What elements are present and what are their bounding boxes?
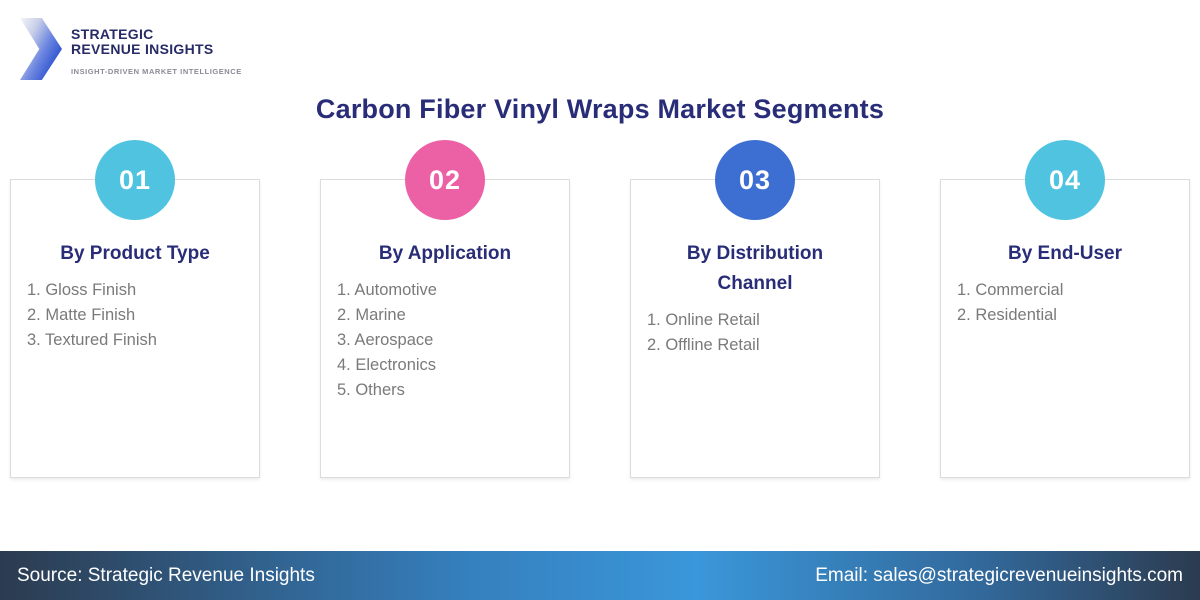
card-items-list: 1. Commercial 2. Residential — [941, 278, 1189, 328]
card-item: 2. Residential — [957, 306, 1057, 324]
cards-row: 01 By Product Type 1. Gloss Finish 2. Mat… — [10, 140, 1190, 478]
card-number-badge: 02 — [405, 140, 485, 220]
card-item: 5. Others — [337, 381, 405, 399]
card-item: 1. Online Retail — [647, 311, 760, 329]
logo-tagline: INSIGHT-DRIVEN MARKET INTELLIGENCE — [71, 67, 242, 76]
card-item: 1. Automotive — [337, 281, 437, 299]
card-heading: By End-User — [1007, 243, 1123, 264]
logo: STRATEGIC REVENUE INSIGHTS INSIGHT-DRIVE… — [20, 18, 242, 80]
card-item: 4. Electronics — [337, 356, 437, 374]
logo-line-2: REVENUE INSIGHTS — [71, 40, 214, 57]
chevron-logo-icon — [20, 18, 62, 80]
card-items-list: 1. Online Retail 2. Offline Retail — [631, 308, 879, 358]
card-items-list: 1. Gloss Finish 2. Matte Finish 3. Texture… — [11, 278, 259, 353]
card-number-badge: 01 — [95, 140, 175, 220]
card-item: 3. Aerospace — [337, 331, 434, 349]
card-items-list: 1. Automotive 2. Marine 3. Aerospace 4. Ele… — [321, 278, 569, 403]
page-title: Carbon Fiber Vinyl Wraps Market Segments — [315, 94, 885, 124]
card-number-badge: 03 — [715, 140, 795, 220]
card-item: 1. Gloss Finish — [27, 281, 137, 299]
segment-card: 02 By Application 1. Automotive 2. Marine… — [320, 140, 570, 478]
segment-card: 01 By Product Type 1. Gloss Finish 2. Mat… — [10, 140, 260, 478]
segment-card: 03 By Distribution Channel 1. Online Ret… — [630, 140, 880, 478]
footer-bar: Source: Strategic Revenue Insights Email… — [0, 551, 1200, 600]
card-heading: By Distribution Channel — [686, 243, 824, 294]
logo-line-1: STRATEGIC — [71, 26, 154, 42]
footer-source-text: Source: Strategic Revenue Insights — [17, 564, 315, 586]
logo-text: STRATEGIC REVENUE INSIGHTS INSIGHT-DRIVE… — [71, 18, 242, 80]
card-item: 3. Textured Finish — [27, 331, 157, 349]
card-item: 2. Marine — [337, 306, 406, 324]
card-item: 2. Offline Retail — [647, 336, 760, 354]
card-item: 2. Matte Finish — [27, 306, 136, 324]
footer-email-text: Email: sales@strategicrevenueinsights.co… — [815, 564, 1183, 586]
card-number-badge: 04 — [1025, 140, 1105, 220]
card-heading: By Product Type — [60, 243, 210, 264]
card-item: 1. Commercial — [957, 281, 1064, 299]
segment-card: 04 By End-User 1. Commercial 2. Residenti… — [940, 140, 1190, 478]
card-heading: By Application — [378, 243, 512, 264]
